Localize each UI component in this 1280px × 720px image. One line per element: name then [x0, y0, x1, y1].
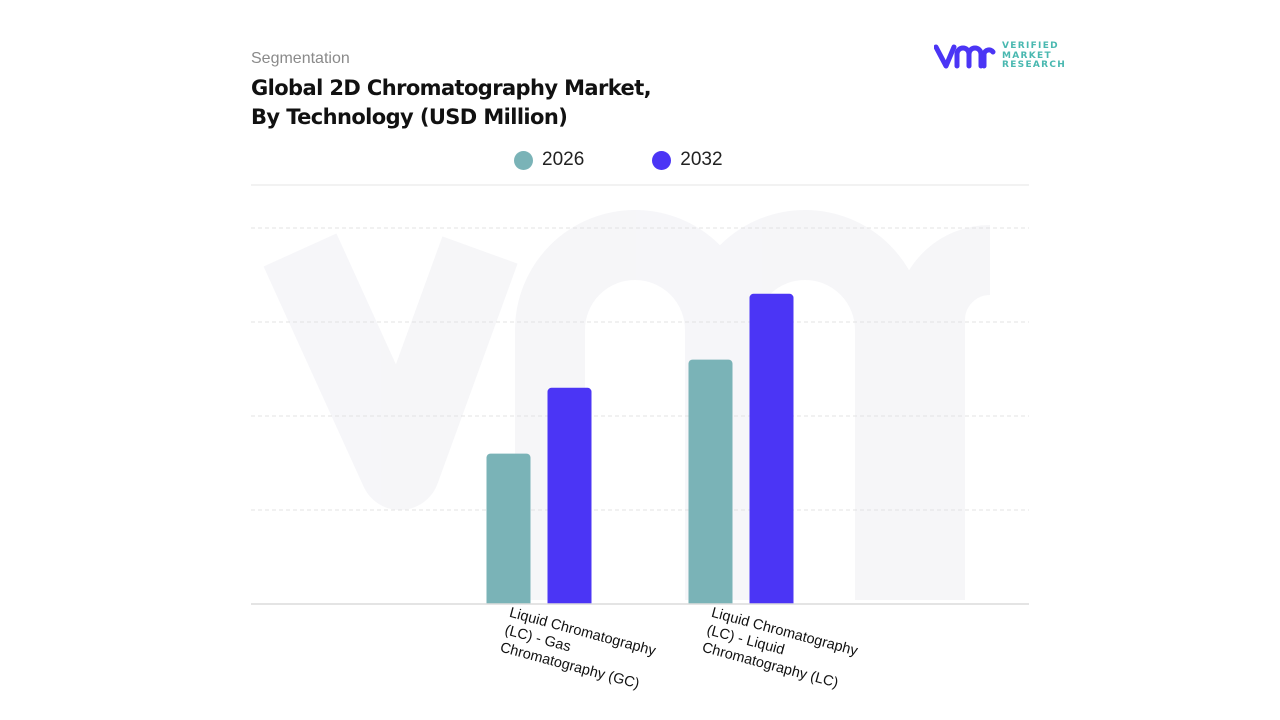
company-logo: VERIFIED MARKET RESEARCH	[934, 41, 1067, 71]
bar-2026-category-2	[688, 359, 733, 604]
logo-text-market: MARKET	[1002, 50, 1052, 61]
watermark	[263, 210, 992, 600]
legend-item-2032: 2032	[652, 149, 723, 171]
bar-2032-category-1	[547, 387, 592, 604]
bar-2032-category-2	[749, 293, 794, 604]
legend-label-2026: 2026	[542, 149, 585, 170]
legend-swatch-2026	[514, 150, 533, 170]
logo-text-research: RESEARCH	[1002, 60, 1067, 70]
legend: 2026 2032	[514, 149, 723, 171]
vmr-logo-icon	[934, 44, 996, 69]
legend-swatch-2032	[652, 150, 672, 170]
bar-2026-category-1	[486, 453, 531, 604]
chart-title: Global 2D Chromatography Market, By Tech…	[251, 74, 652, 132]
legend-label-2032: 2032	[680, 149, 723, 170]
title-line-1: Global 2D Chromatography Market,	[251, 76, 652, 100]
segment-label: Segmentation	[251, 50, 350, 67]
title-line-2: By Technology (USD Million)	[251, 105, 568, 129]
legend-item-2026: 2026	[514, 149, 584, 171]
logo-text-verified: VERIFIED	[1002, 41, 1059, 51]
